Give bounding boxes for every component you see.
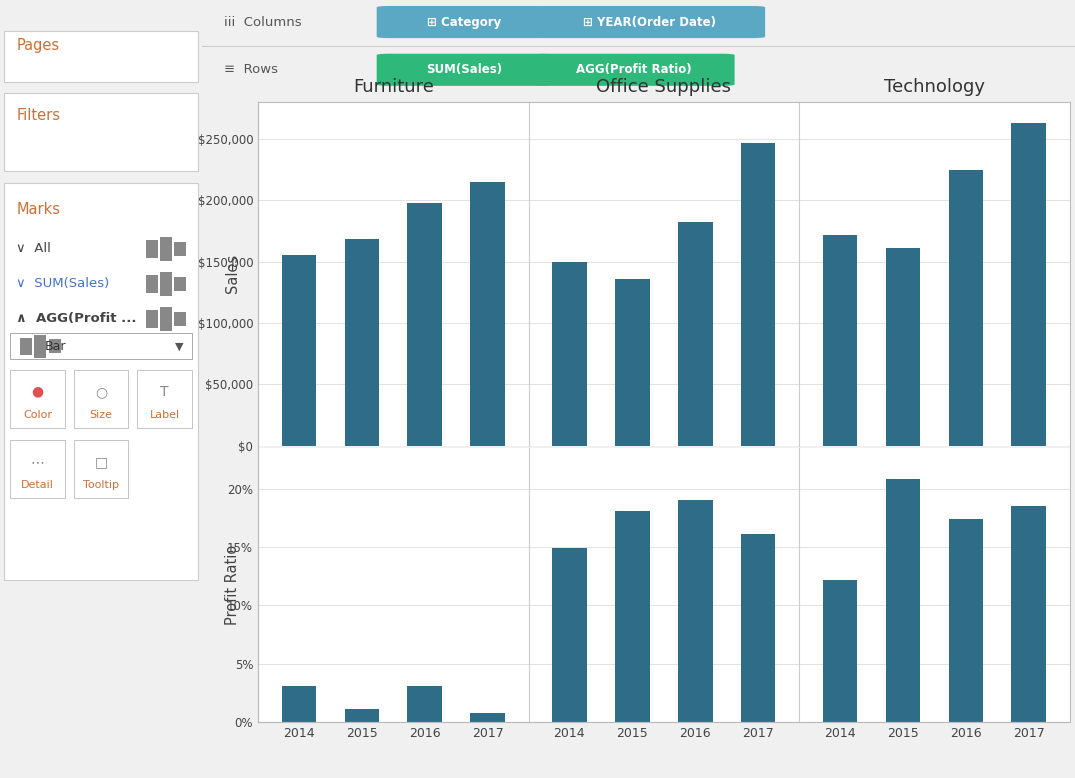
Text: Size: Size bbox=[89, 410, 113, 420]
Text: ∨  SUM(Sales): ∨ SUM(Sales) bbox=[16, 278, 110, 290]
Bar bbox=[553, 548, 587, 722]
Bar bbox=[471, 713, 505, 722]
Text: Marks: Marks bbox=[16, 202, 60, 217]
Text: □: □ bbox=[95, 455, 108, 468]
Bar bbox=[344, 710, 379, 722]
FancyBboxPatch shape bbox=[174, 312, 186, 326]
Bar bbox=[822, 234, 857, 446]
FancyBboxPatch shape bbox=[10, 333, 192, 359]
Bar bbox=[615, 279, 649, 446]
Bar bbox=[282, 686, 316, 722]
Text: ∧  AGG(Profit ...: ∧ AGG(Profit ... bbox=[16, 313, 137, 325]
Text: ⋯: ⋯ bbox=[30, 455, 44, 468]
FancyBboxPatch shape bbox=[145, 240, 158, 258]
FancyBboxPatch shape bbox=[174, 242, 186, 256]
Text: Label: Label bbox=[149, 410, 180, 420]
Bar bbox=[1012, 506, 1046, 722]
Bar bbox=[948, 170, 984, 446]
Bar bbox=[741, 534, 775, 722]
Bar bbox=[822, 580, 857, 722]
Bar bbox=[948, 519, 984, 722]
FancyBboxPatch shape bbox=[10, 440, 64, 498]
Text: iii  Columns: iii Columns bbox=[224, 16, 302, 29]
FancyBboxPatch shape bbox=[138, 370, 192, 428]
Bar bbox=[407, 686, 442, 722]
FancyBboxPatch shape bbox=[534, 54, 734, 86]
Bar bbox=[678, 500, 713, 722]
Bar bbox=[471, 182, 505, 446]
Title: Office Supplies: Office Supplies bbox=[597, 79, 731, 96]
FancyBboxPatch shape bbox=[4, 183, 198, 580]
Title: Technology: Technology bbox=[884, 79, 985, 96]
Text: ⊞ Category: ⊞ Category bbox=[427, 16, 501, 29]
Text: Bar: Bar bbox=[44, 340, 66, 352]
Text: Detail: Detail bbox=[20, 480, 54, 490]
Bar bbox=[344, 240, 379, 446]
Text: Profit Ratio: Profit Ratio bbox=[226, 545, 241, 625]
Text: SUM(Sales): SUM(Sales) bbox=[426, 63, 502, 76]
Title: Furniture: Furniture bbox=[353, 79, 433, 96]
Text: Tooltip: Tooltip bbox=[83, 480, 119, 490]
Bar bbox=[886, 479, 920, 722]
Text: ⊞ YEAR(Order Date): ⊞ YEAR(Order Date) bbox=[583, 16, 716, 29]
FancyBboxPatch shape bbox=[174, 277, 186, 291]
Bar bbox=[741, 142, 775, 446]
FancyBboxPatch shape bbox=[145, 275, 158, 293]
Bar bbox=[407, 202, 442, 446]
Text: T: T bbox=[160, 385, 169, 398]
FancyBboxPatch shape bbox=[160, 272, 172, 296]
Text: Filters: Filters bbox=[16, 107, 60, 123]
Text: ▼: ▼ bbox=[175, 342, 184, 351]
FancyBboxPatch shape bbox=[48, 339, 60, 353]
Bar bbox=[886, 248, 920, 446]
FancyBboxPatch shape bbox=[145, 310, 158, 328]
Bar bbox=[1012, 123, 1046, 446]
FancyBboxPatch shape bbox=[160, 307, 172, 331]
FancyBboxPatch shape bbox=[74, 440, 128, 498]
FancyBboxPatch shape bbox=[534, 6, 765, 38]
Text: ≡  Rows: ≡ Rows bbox=[224, 63, 278, 76]
Text: AGG(Profit Ratio): AGG(Profit Ratio) bbox=[576, 63, 692, 76]
Bar bbox=[282, 255, 316, 446]
FancyBboxPatch shape bbox=[20, 338, 32, 355]
Bar bbox=[615, 511, 649, 722]
FancyBboxPatch shape bbox=[160, 237, 172, 261]
FancyBboxPatch shape bbox=[376, 6, 551, 38]
Text: ○: ○ bbox=[95, 385, 108, 398]
FancyBboxPatch shape bbox=[74, 370, 128, 428]
Bar bbox=[553, 261, 587, 446]
Text: Sales: Sales bbox=[226, 254, 241, 293]
Text: Pages: Pages bbox=[16, 38, 59, 53]
Text: ∨  All: ∨ All bbox=[16, 243, 51, 255]
Bar bbox=[678, 223, 713, 446]
FancyBboxPatch shape bbox=[34, 335, 46, 358]
Text: ●: ● bbox=[31, 385, 43, 398]
FancyBboxPatch shape bbox=[376, 54, 551, 86]
FancyBboxPatch shape bbox=[4, 93, 198, 171]
FancyBboxPatch shape bbox=[10, 370, 64, 428]
FancyBboxPatch shape bbox=[4, 31, 198, 82]
Text: Color: Color bbox=[23, 410, 52, 420]
